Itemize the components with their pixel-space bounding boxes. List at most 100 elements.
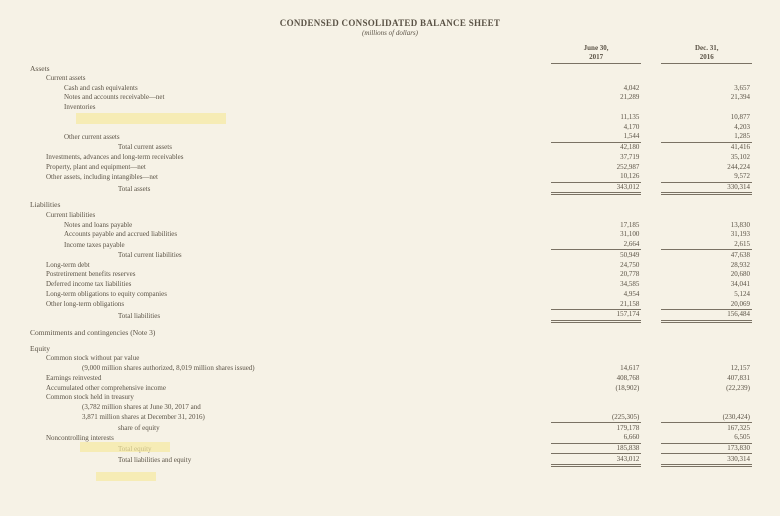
col1-header-a: June 30, [551, 43, 641, 53]
row-label: Income taxes payable [28, 240, 551, 250]
row-label: Total current liabilities [28, 250, 551, 260]
row-val: 34,585 [551, 280, 641, 290]
row-val: 408,768 [551, 373, 641, 383]
row-label: Inventories [28, 103, 551, 113]
row-val: 156,484 [661, 309, 752, 321]
row-val: 179,178 [551, 423, 641, 433]
row-label: Notes and accounts receivable—net [28, 93, 551, 103]
row-val: 2,664 [551, 240, 641, 250]
row-label: Property, plant and equipment—net [28, 162, 551, 172]
row-label: Other long-term obligations [28, 299, 551, 309]
current-assets-heading: Current assets [28, 73, 551, 83]
row-val: 11,135 [551, 112, 641, 122]
row-val: 6,660 [551, 433, 641, 443]
row-val: (230,424) [661, 412, 752, 422]
col2-header-b: 2016 [661, 53, 752, 63]
row-val: 34,041 [661, 280, 752, 290]
row-val: (18,902) [551, 383, 641, 393]
row-val: 21,289 [551, 93, 641, 103]
row-val: 42,180 [551, 142, 641, 152]
row-val: 10,877 [661, 112, 752, 122]
row-val: 9,572 [661, 172, 752, 182]
row-label: Cash and cash equivalents [28, 83, 551, 93]
highlight-region [96, 472, 156, 481]
row-label: 3,871 million shares at December 31, 201… [28, 412, 551, 422]
row-label: Common stock without par value [28, 354, 551, 364]
row-val: 167,325 [661, 423, 752, 433]
row-val: 407,831 [661, 373, 752, 383]
header-row-2: 2017 2016 [28, 53, 752, 63]
row-val: 31,100 [551, 230, 641, 240]
row-val: 17,185 [551, 220, 641, 230]
row-label: Other current assets [28, 132, 551, 142]
row-label: Other assets, including intangibles—net [28, 172, 551, 182]
row-label: Total liabilities [28, 309, 551, 321]
header-row-1: June 30, Dec. 31, [28, 43, 752, 53]
row-val: 47,638 [661, 250, 752, 260]
row-label: Noncontrolling interests [28, 433, 551, 443]
row-label: (3,782 million shares at June 30, 2017 a… [28, 403, 551, 413]
row-val: 173,830 [661, 443, 752, 454]
row-val: 4,954 [551, 289, 641, 299]
row-label: Total current assets [28, 142, 551, 152]
row-val: 1,285 [661, 132, 752, 142]
row-val: 5,124 [661, 289, 752, 299]
row-val: 343,012 [551, 182, 641, 194]
row-label: Deferred income tax liabilities [28, 280, 551, 290]
row-val: (225,305) [551, 412, 641, 422]
row-val: 20,778 [551, 270, 641, 280]
row-val: 37,719 [551, 152, 641, 162]
current-liab-heading: Current liabilities [28, 210, 551, 220]
row-val: 20,069 [661, 299, 752, 309]
row-label: Long-term obligations to equity companie… [28, 289, 551, 299]
row-val: 28,932 [661, 260, 752, 270]
row-val: 4,042 [551, 83, 641, 93]
row-val: 35,102 [661, 152, 752, 162]
row-val: 185,838 [551, 443, 641, 454]
row-label: share of equity [28, 423, 551, 433]
col2-header-a: Dec. 31, [661, 43, 752, 53]
row-val: 41,416 [661, 142, 752, 152]
row-val: 330,314 [661, 182, 752, 194]
row-val: 4,170 [551, 122, 641, 132]
row-val: 157,174 [551, 309, 641, 321]
row-val: 50,949 [551, 250, 641, 260]
row-val: 343,012 [551, 454, 641, 466]
row-label: Total equity [28, 443, 551, 454]
row-val: 21,158 [551, 299, 641, 309]
row-val: 3,657 [661, 83, 752, 93]
row-label: Postretirement benefits reserves [28, 270, 551, 280]
row-val: 4,203 [661, 122, 752, 132]
row-label: Accumulated other comprehensive income [28, 383, 551, 393]
liabilities-heading: Liabilities [28, 200, 551, 210]
row-val: 12,157 [661, 364, 752, 374]
row-val: (22,239) [661, 383, 752, 393]
row-val: 6,505 [661, 433, 752, 443]
row-val: 14,617 [551, 364, 641, 374]
doc-subtitle: (millions of dollars) [28, 29, 752, 37]
row-val: 252,987 [551, 162, 641, 172]
commitments-heading: Commitments and contingencies (Note 3) [28, 327, 551, 337]
row-label: (9,000 million shares authorized, 8,019 … [28, 364, 551, 374]
row-val: 20,680 [661, 270, 752, 280]
row-label: Accounts payable and accrued liabilities [28, 230, 551, 240]
balance-sheet-table: June 30, Dec. 31, 2017 2016 Assets Curre… [28, 43, 752, 467]
assets-heading: Assets [28, 63, 551, 73]
row-label: Total assets [28, 182, 551, 194]
row-val: 21,394 [661, 93, 752, 103]
row-val: 31,193 [661, 230, 752, 240]
row-label: Common stock held in treasury [28, 393, 551, 403]
row-val: 13,830 [661, 220, 752, 230]
row-val: 330,314 [661, 454, 752, 466]
row-label: Notes and loans payable [28, 220, 551, 230]
row-label: Earnings reinvested [28, 373, 551, 383]
row-label: Total liabilities and equity [28, 454, 551, 466]
row-label: Investments, advances and long-term rece… [28, 152, 551, 162]
row-val: 1,544 [551, 132, 641, 142]
doc-title: CONDENSED CONSOLIDATED BALANCE SHEET [28, 18, 752, 28]
row-val: 10,126 [551, 172, 641, 182]
row-val: 244,224 [661, 162, 752, 172]
col1-header-b: 2017 [551, 53, 641, 63]
row-val: 2,615 [661, 240, 752, 250]
row-label: Long-term debt [28, 260, 551, 270]
